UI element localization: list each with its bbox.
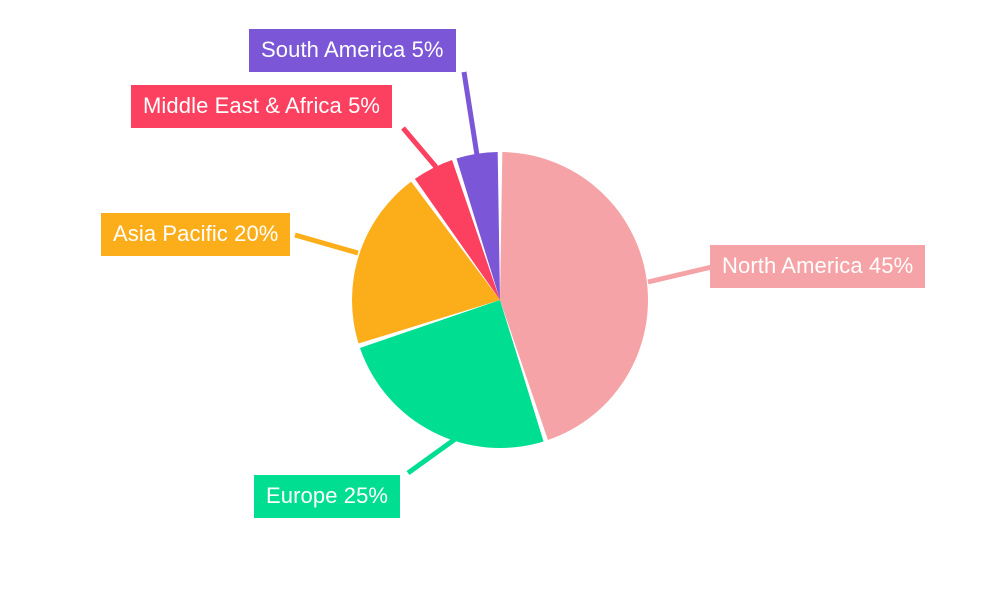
leader-line-south-america	[461, 71, 480, 156]
pie-slice-group	[351, 152, 648, 449]
pie-slice-south-america	[456, 152, 500, 300]
pie-slice-north-america	[500, 152, 648, 441]
leader-line-middle-east-africa	[401, 126, 438, 169]
pie-slice-europe	[359, 300, 544, 449]
pie-label-south-america: South America 5%	[249, 29, 456, 72]
leader-line-europe	[406, 434, 460, 476]
pie-slice-asia-pacific	[351, 181, 500, 344]
pie-label-asia-pacific: Asia Pacific 20%	[101, 213, 291, 256]
pie-label-north-america: North America 45%	[710, 245, 926, 288]
pie-label-europe: Europe 25%	[254, 475, 401, 518]
leader-line-north-america	[647, 263, 717, 285]
leader-line-asia-pacific	[294, 232, 359, 256]
pie-label-middle-east-africa: Middle East & Africa 5%	[131, 85, 393, 128]
pie-slice-middle-east-africa	[414, 159, 500, 300]
